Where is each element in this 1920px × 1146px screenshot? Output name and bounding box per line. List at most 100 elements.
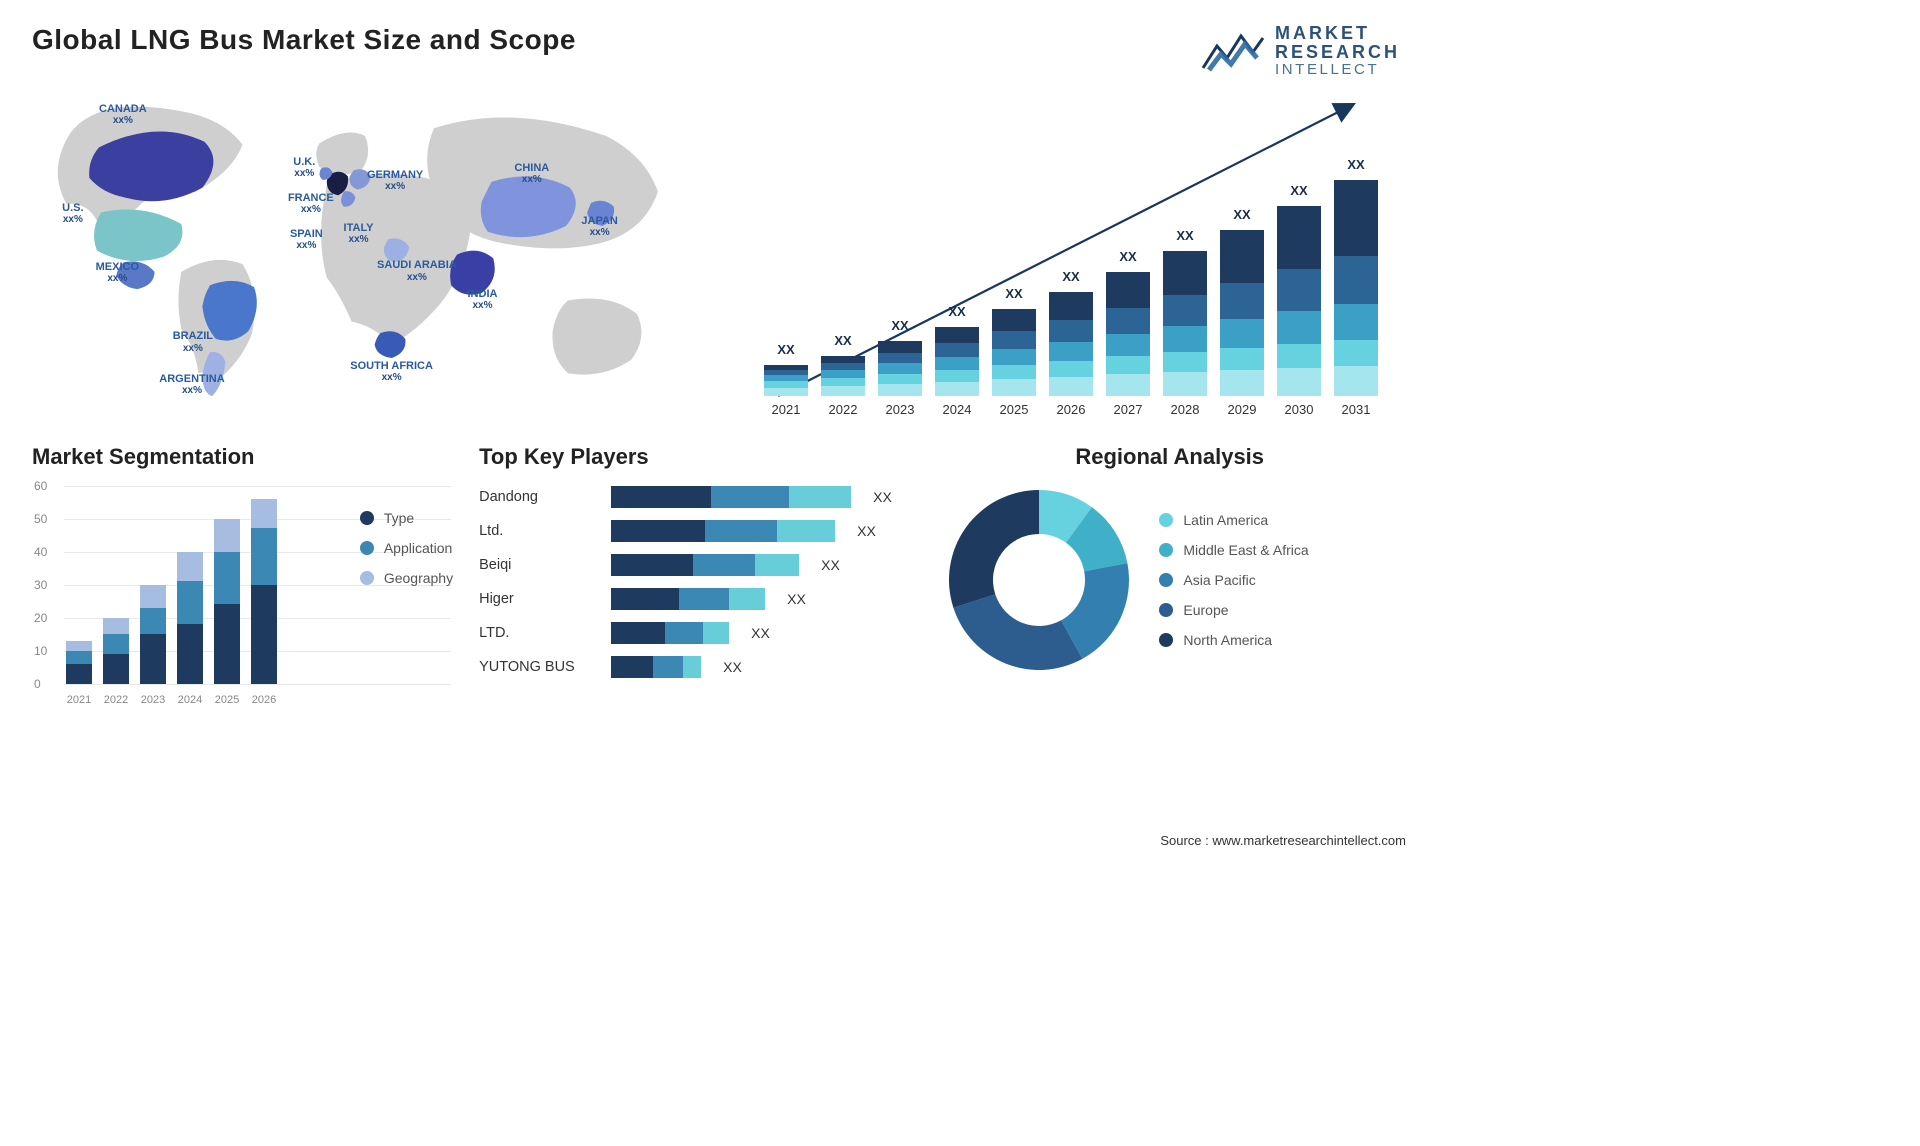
key-player-bar [611, 554, 799, 576]
main-bar-2025 [992, 309, 1036, 396]
key-player-value: XX [723, 659, 742, 675]
key-player-name: Beiqi [479, 557, 599, 573]
main-x-label: 2021 [772, 402, 801, 417]
regional-legend-item: Latin America [1159, 512, 1308, 528]
seg-x-label: 2022 [104, 694, 128, 706]
seg-bar-2023 [140, 585, 166, 684]
main-bar-2030 [1277, 206, 1321, 396]
key-player-row: Higer XX [479, 582, 913, 616]
main-x-label: 2026 [1057, 402, 1086, 417]
key-player-value: XX [857, 523, 876, 539]
main-bar-value: XX [1062, 269, 1079, 284]
map-label-south-africa: SOUTH AFRICAxx% [350, 360, 433, 383]
brand-logo: MARKET RESEARCH INTELLECT [1201, 24, 1400, 78]
main-x-label: 2031 [1342, 402, 1371, 417]
main-x-label: 2025 [1000, 402, 1029, 417]
map-label-spain: SPAINxx% [290, 228, 323, 251]
main-bar-2029 [1220, 230, 1264, 396]
key-player-bar [611, 588, 765, 610]
map-label-italy: ITALYxx% [344, 222, 374, 245]
map-label-u-s-: U.S.xx% [62, 202, 83, 225]
seg-bar-2026 [251, 499, 277, 684]
seg-bar-2024 [177, 552, 203, 684]
main-growth-chart: XXXXXXXXXXXXXXXXXXXXXX 20212022202320242… [730, 90, 1400, 430]
regional-legend-item: Europe [1159, 602, 1308, 618]
seg-y-tick: 30 [34, 578, 47, 592]
key-player-bar [611, 520, 835, 542]
seg-y-tick: 10 [34, 644, 47, 658]
key-player-value: XX [821, 557, 840, 573]
key-player-value: XX [751, 625, 770, 641]
world-map-panel: CANADAxx% U.S.xx% MEXICOxx% BRAZILxx% ARGENT… [32, 90, 702, 420]
key-player-row: Beiqi XX [479, 548, 913, 582]
key-player-row: LTD.XX [479, 616, 913, 650]
seg-bar-2022 [103, 618, 129, 684]
main-bar-2024 [935, 327, 979, 396]
main-bar-value: XX [1347, 157, 1364, 172]
regional-legend-item: Middle East & Africa [1159, 542, 1308, 558]
main-bar-value: XX [1233, 207, 1250, 222]
donut-slice [949, 490, 1039, 608]
seg-y-tick: 40 [34, 545, 47, 559]
key-player-row: Dandong XX [479, 480, 913, 514]
map-label-mexico: MEXICOxx% [96, 261, 139, 284]
map-label-japan: JAPANxx% [581, 215, 617, 238]
seg-x-label: 2026 [252, 694, 276, 706]
segmentation-title: Market Segmentation [32, 444, 453, 470]
regional-donut-chart [939, 480, 1139, 680]
main-bar-2022 [821, 356, 865, 396]
map-label-u-k-: U.K.xx% [293, 156, 315, 179]
source-attribution: Source : www.marketresearchintellect.com [1160, 833, 1406, 848]
regional-title: Regional Analysis [939, 444, 1400, 470]
seg-bar-2021 [66, 641, 92, 684]
seg-legend-item: Geography [360, 570, 453, 586]
map-label-saudi-arabia: SAUDI ARABIAxx% [377, 259, 457, 282]
map-label-china: CHINAxx% [514, 162, 549, 185]
seg-x-label: 2023 [141, 694, 165, 706]
regional-panel: Regional Analysis Latin America Middle Ea… [939, 444, 1400, 710]
seg-legend-item: Type [360, 510, 453, 526]
seg-y-tick: 0 [34, 677, 41, 691]
seg-bar-2025 [214, 519, 240, 684]
main-bar-value: XX [1290, 183, 1307, 198]
seg-x-label: 2025 [215, 694, 239, 706]
key-player-name: Higer [479, 591, 599, 607]
logo-mark-icon [1201, 28, 1265, 74]
main-bar-value: XX [891, 318, 908, 333]
key-players-panel: Top Key Players DandongXXLtd.XXBeiqiXXHi… [479, 444, 913, 710]
main-x-label: 2027 [1114, 402, 1143, 417]
map-label-brazil: BRAZILxx% [173, 330, 213, 353]
main-bar-value: XX [834, 333, 851, 348]
world-map [32, 90, 702, 406]
key-player-bar [611, 656, 701, 678]
key-player-bar [611, 486, 851, 508]
main-x-label: 2028 [1171, 402, 1200, 417]
map-label-germany: GERMANYxx% [367, 169, 423, 192]
key-players-title: Top Key Players [479, 444, 913, 470]
map-label-france: FRANCExx% [288, 192, 334, 215]
main-bar-value: XX [777, 342, 794, 357]
seg-y-tick: 60 [34, 479, 47, 493]
page-title: Global LNG Bus Market Size and Scope [32, 24, 576, 56]
segmentation-panel: Market Segmentation 0102030405060 202120… [32, 444, 453, 710]
main-bar-value: XX [1119, 249, 1136, 264]
key-player-name: Dandong [479, 489, 599, 505]
map-label-india: INDIAxx% [468, 288, 498, 311]
segmentation-chart: 0102030405060 202120222023202420252026 T… [32, 480, 453, 710]
main-x-label: 2029 [1228, 402, 1257, 417]
key-player-value: XX [787, 591, 806, 607]
key-player-row: Ltd.XX [479, 514, 913, 548]
main-bar-value: XX [948, 304, 965, 319]
map-label-argentina: ARGENTINAxx% [159, 373, 224, 396]
logo-text-1: MARKET [1275, 24, 1400, 43]
seg-x-label: 2021 [67, 694, 91, 706]
seg-y-tick: 50 [34, 512, 47, 526]
logo-text-2: RESEARCH [1275, 43, 1400, 62]
map-label-canada: CANADAxx% [99, 103, 147, 126]
key-player-value: XX [873, 489, 892, 505]
main-x-label: 2024 [943, 402, 972, 417]
main-bar-2023 [878, 341, 922, 396]
main-bar-2028 [1163, 251, 1207, 396]
main-bar-2031 [1334, 180, 1378, 396]
main-bar-value: XX [1005, 286, 1022, 301]
